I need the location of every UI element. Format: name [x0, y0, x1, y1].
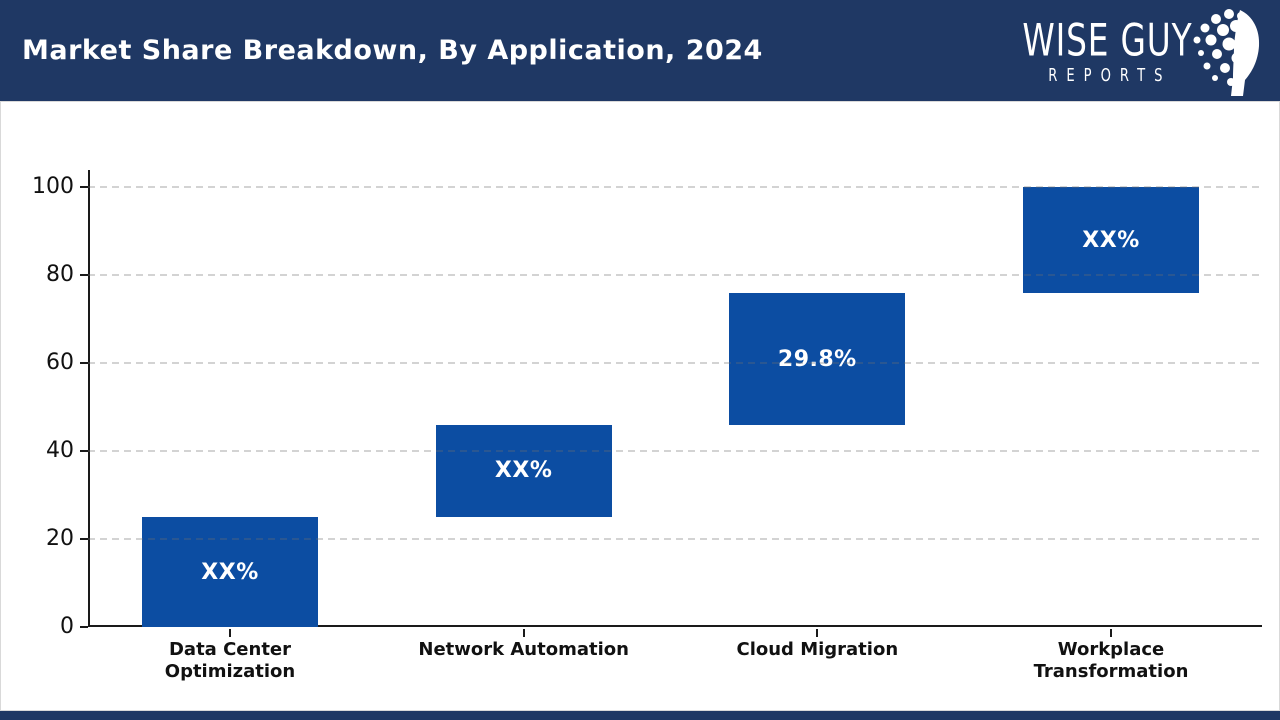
gridline	[88, 362, 1262, 364]
bar-segment: 29.8%	[729, 293, 906, 425]
bar-segment: XX%	[435, 424, 612, 517]
bar-value-label: XX%	[201, 559, 259, 585]
y-axis-tick-label: 60	[46, 350, 74, 375]
logo-name: WISE GUY	[1021, 14, 1192, 67]
logo-head-icon	[1193, 9, 1260, 96]
y-axis-tick	[80, 274, 88, 276]
category-label: Data Center Optimization	[164, 639, 296, 682]
y-axis-tick	[80, 626, 88, 628]
y-axis-tick-label: 100	[32, 174, 74, 199]
x-axis-tick	[816, 629, 819, 637]
gridline	[88, 538, 1262, 540]
y-axis-tick-label: 20	[46, 526, 74, 551]
logo-subtitle: REPORTS	[1047, 63, 1172, 86]
x-axis-tick	[229, 629, 231, 637]
bar-value-label: XX%	[494, 458, 553, 484]
plot-axes	[88, 170, 1262, 627]
y-axis-tick-label: 80	[46, 262, 74, 287]
x-axis-tick	[1110, 629, 1112, 637]
page-title: Market Share Breakdown, By Application, …	[22, 35, 763, 66]
bar-value-label: 29.8%	[777, 346, 857, 372]
x-axis-tick	[522, 629, 525, 637]
category-label: Workplace Transformation	[1033, 639, 1189, 682]
y-axis-tick	[80, 450, 88, 452]
gridline	[88, 186, 1262, 188]
category-label: Cloud Migration	[736, 639, 899, 660]
y-axis-tick-label: 0	[60, 614, 74, 639]
bar-segment: XX%	[1023, 187, 1199, 294]
y-axis-tick	[80, 186, 88, 188]
y-axis-tick	[80, 538, 88, 540]
bar-value-label: XX%	[1082, 227, 1140, 253]
y-axis-tick-label: 40	[46, 438, 74, 463]
bar-segment: XX%	[142, 517, 318, 627]
gridline	[88, 450, 1262, 452]
y-axis-tick	[80, 362, 88, 364]
footer-band	[0, 711, 1280, 720]
gridline	[88, 274, 1262, 276]
brand-logo: WISE GUY REPORTS	[985, 4, 1262, 98]
header-band: Market Share Breakdown, By Application, …	[0, 0, 1280, 101]
category-label: Network Automation	[418, 639, 629, 660]
